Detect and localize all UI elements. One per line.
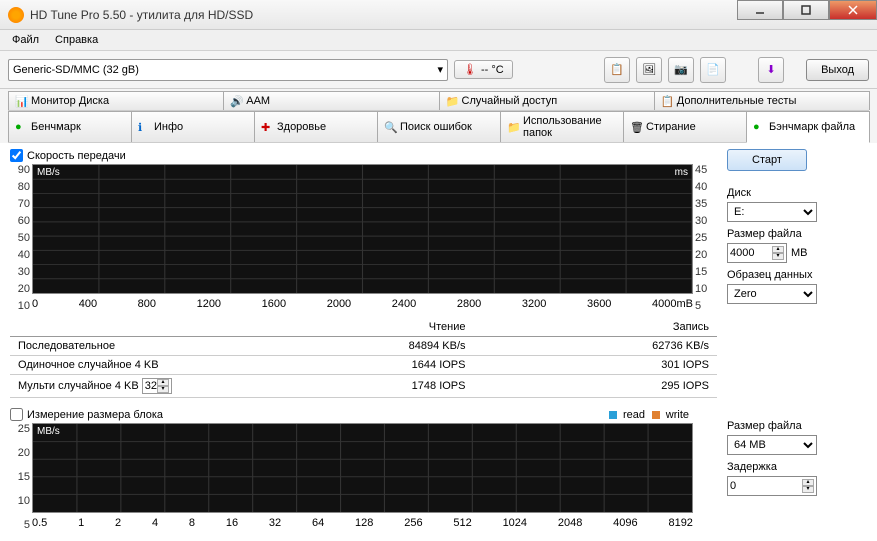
read-swatch bbox=[609, 411, 617, 419]
folder-icon: 📁 bbox=[507, 121, 519, 133]
row-random-single-read: 1644 IOPS bbox=[230, 356, 474, 375]
menubar: Файл Справка bbox=[0, 30, 877, 51]
tab-erase[interactable]: 🗑Стирание bbox=[623, 111, 747, 142]
toolbar: Generic-SD/MMC (32 gB) ▾ 🌡 -- °C 📋 🖼 📷 📄… bbox=[0, 51, 877, 89]
random-icon: 📁 bbox=[446, 95, 458, 107]
write-swatch bbox=[652, 411, 660, 419]
copy-screenshot-button[interactable]: 🖼 bbox=[636, 57, 662, 83]
chart1-ylabel: MB/s bbox=[37, 167, 60, 178]
filesize2-label: Размер файла bbox=[727, 420, 867, 432]
row-random-multi-write: 295 IOPS bbox=[474, 375, 718, 398]
info-icon: ℹ bbox=[138, 121, 150, 133]
chart2-x-axis: 0.512481632641282565121024204840968192 bbox=[32, 515, 693, 531]
options-button[interactable]: 📄 bbox=[700, 57, 726, 83]
copy-icon: 📋 bbox=[610, 63, 624, 76]
tab-health[interactable]: ✚Здоровье bbox=[254, 111, 378, 142]
disk-select[interactable]: E: bbox=[727, 202, 817, 222]
save-screenshot-button[interactable]: 📷 bbox=[668, 57, 694, 83]
chevron-down-icon: ▾ bbox=[437, 63, 443, 76]
search-icon: 🔍 bbox=[384, 121, 396, 133]
transfer-chart: MB/s ms bbox=[32, 164, 693, 294]
tab-info[interactable]: ℹИнфо bbox=[131, 111, 255, 142]
pattern-label: Образец данных bbox=[727, 269, 867, 281]
maximize-button[interactable] bbox=[783, 0, 829, 20]
tab-error-scan[interactable]: 🔍Поиск ошибок bbox=[377, 111, 501, 142]
filesize-spinner[interactable]: 4000▴▾ bbox=[727, 243, 787, 263]
transfer-rate-checkbox[interactable] bbox=[10, 149, 23, 162]
chart1-y-axis: 908070605040302010 bbox=[12, 164, 30, 312]
exit-button[interactable]: Выход bbox=[806, 59, 869, 81]
tab-benchmark[interactable]: ●Бенчмарк bbox=[8, 111, 132, 142]
delay-spinner[interactable]: 0▴▾ bbox=[727, 476, 817, 496]
transfer-rate-label: Скорость передачи bbox=[27, 150, 126, 162]
filesize-unit: MB bbox=[791, 247, 808, 259]
tab-disk-monitor[interactable]: 📊Монитор Диска bbox=[8, 91, 224, 110]
chart1-ylabel-r: ms bbox=[675, 167, 688, 178]
drive-select-value: Generic-SD/MMC (32 gB) bbox=[13, 64, 139, 76]
row-random-single-label: Одиночное случайное 4 KB bbox=[10, 356, 230, 375]
file-bench-icon: ● bbox=[753, 121, 765, 133]
tab-random-access[interactable]: 📁Случайный доступ bbox=[439, 91, 655, 110]
col-write: Запись bbox=[474, 318, 718, 337]
row-random-multi-read: 1748 IOPS bbox=[230, 375, 474, 398]
thermometer-icon: 🌡 bbox=[463, 63, 477, 76]
menu-help[interactable]: Справка bbox=[47, 31, 106, 49]
speaker-icon: 🔊 bbox=[230, 95, 242, 107]
block-size-checkbox[interactable] bbox=[10, 408, 23, 421]
tab-extra-tests[interactable]: 📋Дополнительные тесты bbox=[654, 91, 870, 110]
gauge-icon: ● bbox=[15, 121, 27, 133]
row-random-multi-label: Мульти случайное 4 KB bbox=[18, 380, 139, 392]
drive-select[interactable]: Generic-SD/MMC (32 gB) ▾ bbox=[8, 59, 448, 81]
start-button[interactable]: Старт bbox=[727, 149, 807, 171]
row-sequential-write: 62736 KB/s bbox=[474, 337, 718, 356]
save-button[interactable]: ⬇ bbox=[758, 57, 784, 83]
delay-label: Задержка bbox=[727, 461, 867, 473]
camera-icon: 📷 bbox=[674, 63, 688, 76]
filesize-label: Размер файла bbox=[727, 228, 867, 240]
health-icon: ✚ bbox=[261, 121, 273, 133]
pattern-select[interactable]: Zero bbox=[727, 284, 817, 304]
titlebar: HD Tune Pro 5.50 - утилита для HD/SSD bbox=[0, 0, 877, 30]
image-icon: 🖼 bbox=[642, 63, 656, 76]
download-icon: ⬇ bbox=[766, 63, 775, 76]
tab-file-benchmark[interactable]: ●Бэнчмарк файла bbox=[746, 111, 870, 143]
tabs: 📊Монитор Диска 🔊AAM 📁Случайный доступ 📋Д… bbox=[0, 89, 877, 143]
row-sequential-read: 84894 KB/s bbox=[230, 337, 474, 356]
disk-label: Диск bbox=[727, 187, 867, 199]
test-icon: 📋 bbox=[661, 95, 673, 107]
tab-aam[interactable]: 🔊AAM bbox=[223, 91, 439, 110]
side-panel: Старт Диск E: Размер файла 4000▴▾ MB Обр… bbox=[727, 149, 867, 535]
results-table: ЧтениеЗапись Последовательное84894 KB/s6… bbox=[10, 318, 717, 398]
monitor-icon: 📊 bbox=[15, 95, 27, 107]
temperature-display: 🌡 -- °C bbox=[454, 60, 513, 79]
minimize-button[interactable] bbox=[737, 0, 783, 20]
queue-depth-spinner[interactable]: 32▴▾ bbox=[142, 378, 172, 394]
chart1-x-axis: 040080012001600200024002800320036004000m… bbox=[32, 296, 693, 312]
tab-folder-usage[interactable]: 📁Использование папок bbox=[500, 111, 624, 142]
chart2-y-axis: 252015105 bbox=[12, 423, 30, 531]
col-read: Чтение bbox=[230, 318, 474, 337]
block-size-chart: MB/s bbox=[32, 423, 693, 513]
trash-icon: 🗑 bbox=[630, 121, 642, 133]
row-random-single-write: 301 IOPS bbox=[474, 356, 718, 375]
block-size-label: Измерение размера блока bbox=[27, 409, 163, 421]
chart2-legend: read write bbox=[605, 409, 689, 422]
window-title: HD Tune Pro 5.50 - утилита для HD/SSD bbox=[30, 8, 253, 22]
close-button[interactable] bbox=[829, 0, 877, 20]
chart2-ylabel: MB/s bbox=[37, 426, 60, 437]
temperature-value: -- °C bbox=[481, 64, 504, 76]
filesize2-select[interactable]: 64 MB bbox=[727, 435, 817, 455]
copy-info-button[interactable]: 📋 bbox=[604, 57, 630, 83]
app-icon bbox=[8, 7, 24, 23]
row-sequential-label: Последовательное bbox=[10, 337, 230, 356]
document-icon: 📄 bbox=[706, 63, 720, 76]
chart1-y-axis-right: 45403530252015105 bbox=[695, 164, 715, 312]
menu-file[interactable]: Файл bbox=[4, 31, 47, 49]
